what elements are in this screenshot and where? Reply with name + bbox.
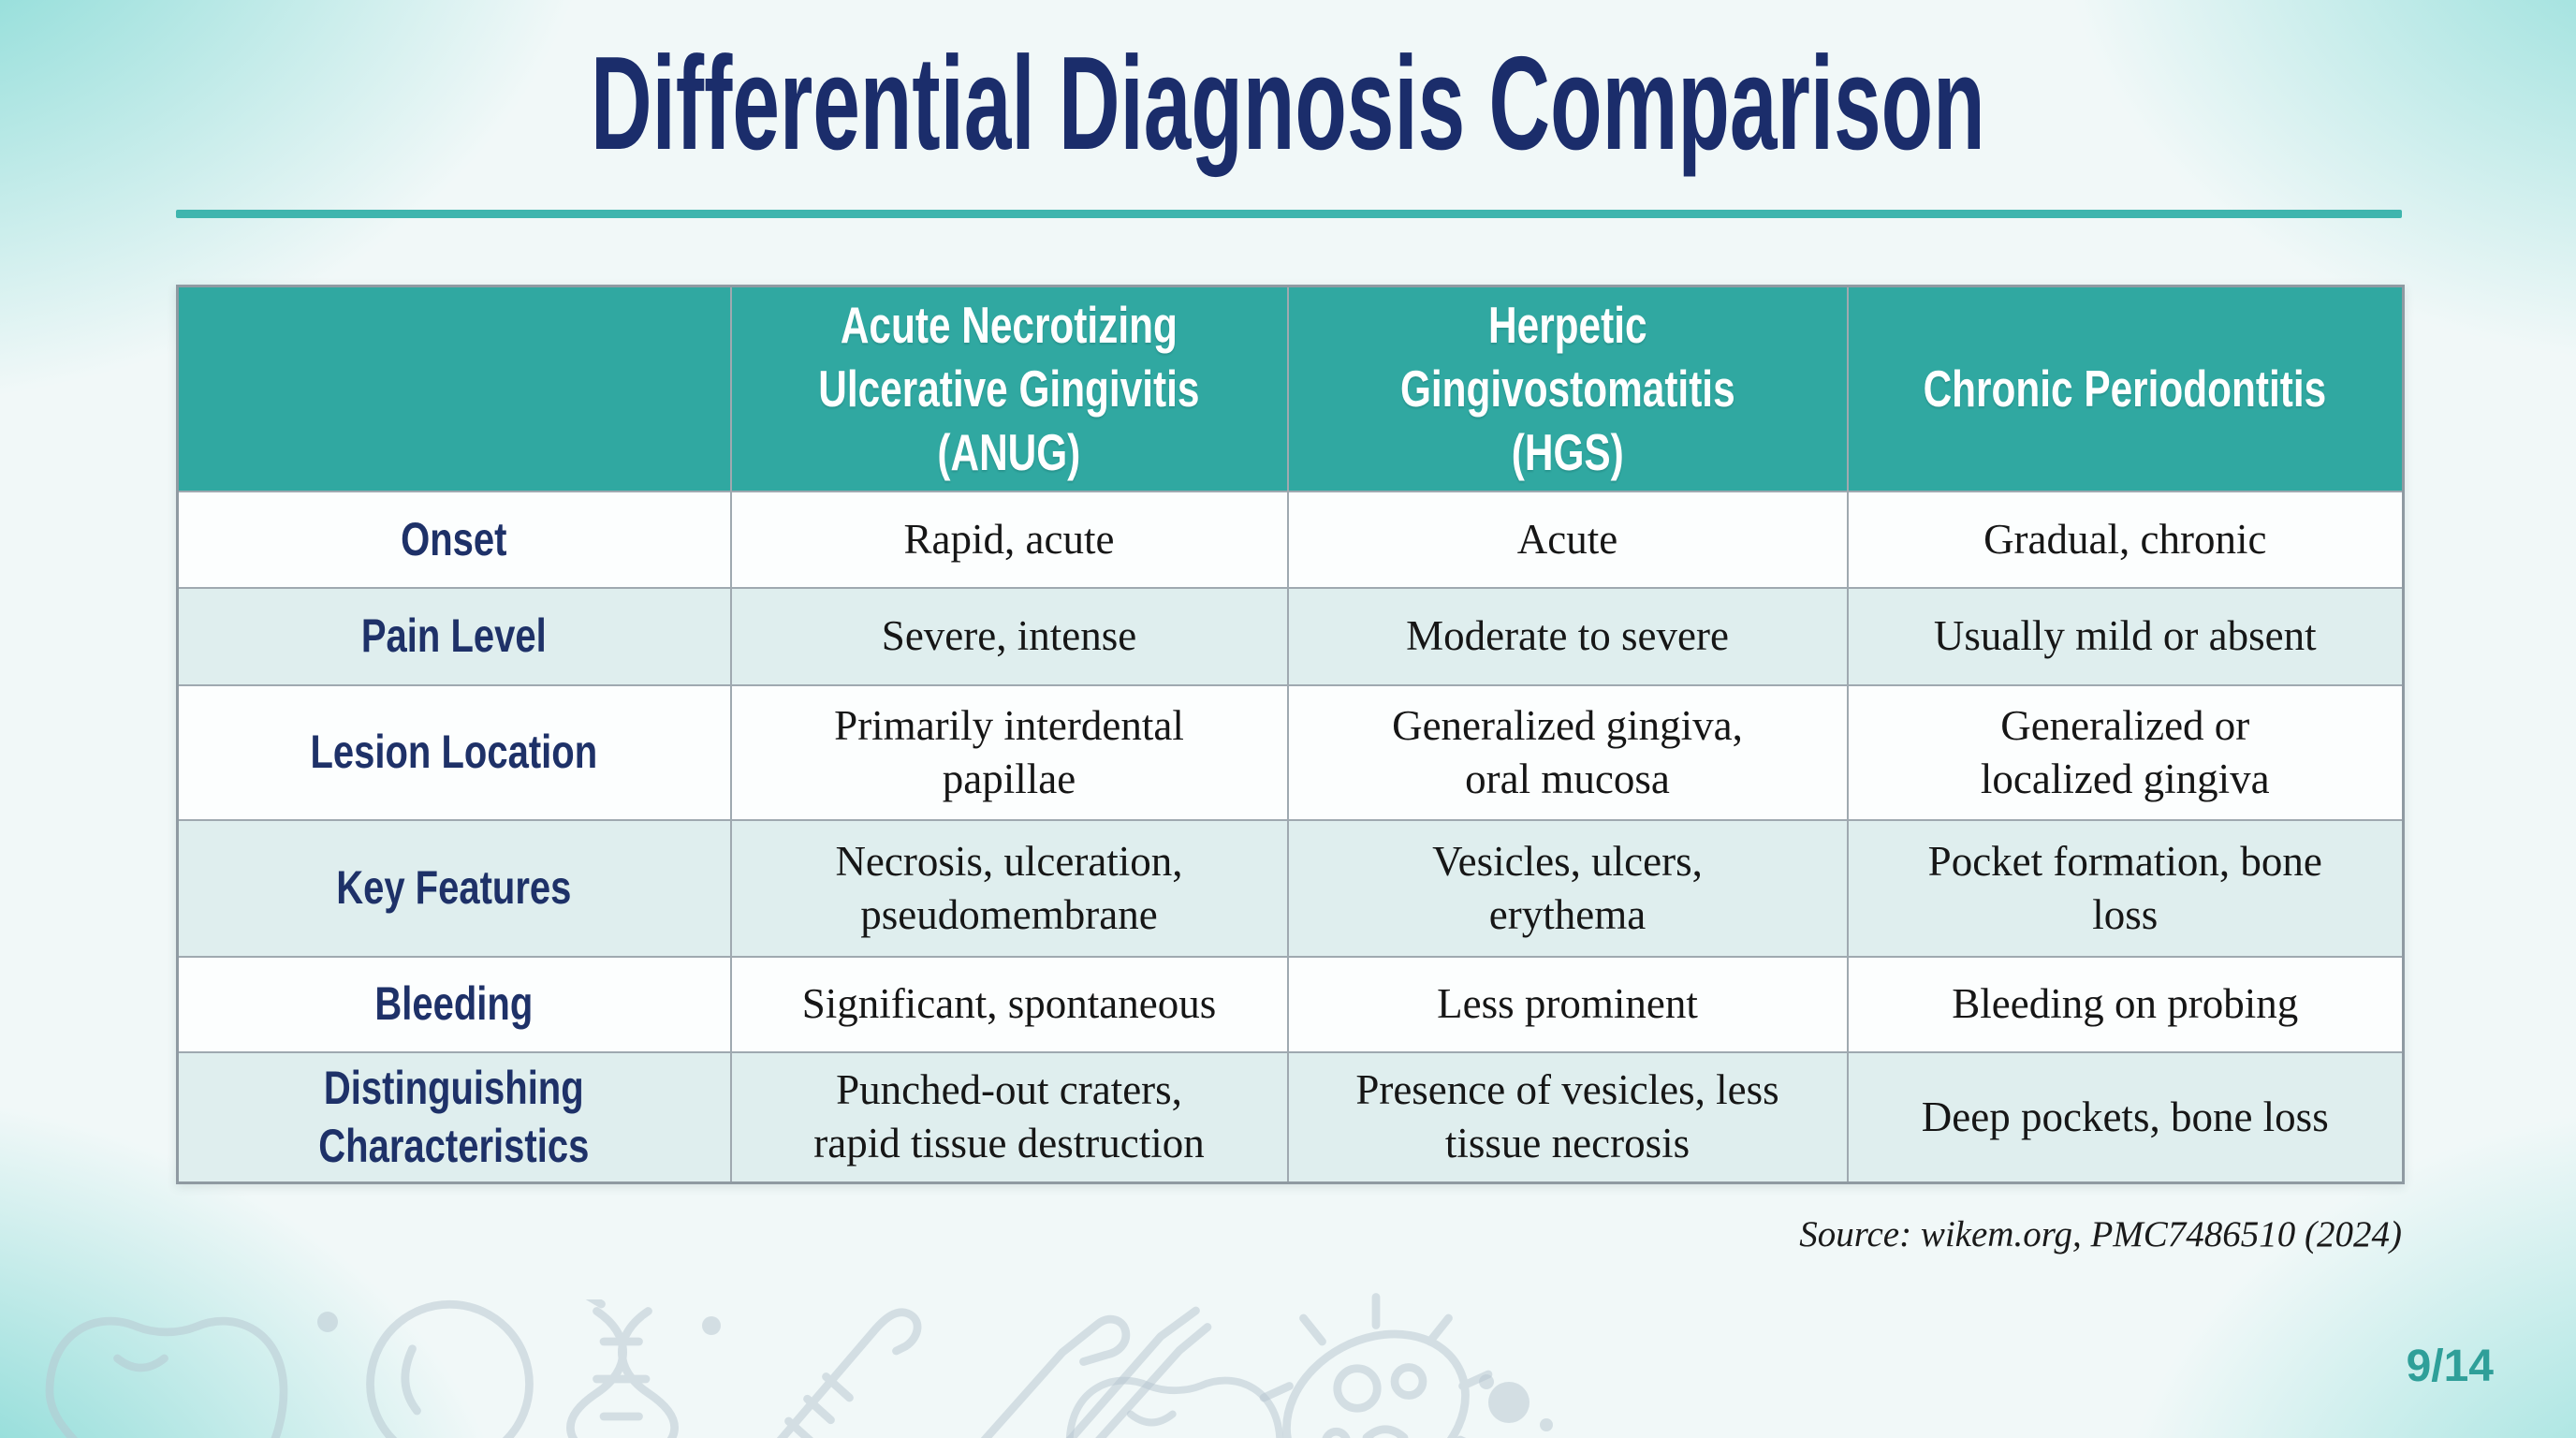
column-header-hgs: Herpetic Gingivostomatitis (HGS): [1286, 285, 1849, 492]
bubble-dots: [1475, 1359, 1578, 1438]
header-corner-cell: [176, 285, 732, 492]
table-row: Onset Rapid, acute Acute Gradual, chroni…: [176, 490, 2405, 589]
tooth-icon: [26, 1298, 307, 1438]
cell: Primarily interdental papillae: [729, 683, 1289, 821]
cell: Necrosis, ulceration, pseudomembrane: [729, 818, 1289, 958]
row-header-distinguishing-characteristics: Distinguishing Characteristics: [176, 1050, 732, 1184]
cell: Punched-out craters, rapid tissue destru…: [729, 1050, 1289, 1184]
dental-scaler-icon: [922, 1284, 1156, 1438]
dna-strand-icon: [562, 1299, 683, 1438]
cell: Severe, intense: [729, 586, 1289, 686]
cell: Gradual, chronic: [1846, 490, 2405, 589]
page-number: 9/14: [2406, 1342, 2494, 1391]
bubble-dots: [309, 1303, 346, 1341]
cell: Generalized gingiva, oral mucosa: [1286, 683, 1849, 821]
row-header-key-features: Key Features: [176, 818, 732, 958]
differential-diagnosis-table: Acute Necrotizing Ulcerative Gingivitis …: [176, 285, 2405, 1184]
cell: Acute: [1286, 490, 1849, 589]
table-row: Distinguishing Characteristics Punched-o…: [176, 1050, 2405, 1184]
table-row: Lesion Location Primarily interdental pa…: [176, 683, 2405, 821]
cell: Moderate to severe: [1286, 586, 1849, 686]
cell: Bleeding on probing: [1846, 955, 2405, 1053]
row-header-pain-level: Pain Level: [176, 586, 732, 686]
cell: Less prominent: [1286, 955, 1849, 1053]
source-citation: Source: wikem.org, PMC7486510 (2024): [1799, 1214, 2402, 1255]
cell: Vesicles, ulcers, erythema: [1286, 818, 1849, 958]
table-header-row: Acute Necrotizing Ulcerative Gingivitis …: [176, 285, 2405, 492]
row-header-onset: Onset: [176, 490, 732, 589]
cell: Rapid, acute: [729, 490, 1289, 589]
cell: Usually mild or absent: [1846, 586, 2405, 686]
magnifying-glass-icon: [344, 1284, 588, 1438]
cell: Presence of vesicles, less tissue necros…: [1286, 1050, 1849, 1184]
cell: Generalized or localized gingiva: [1846, 683, 2405, 821]
bubble-dots: [695, 1309, 728, 1343]
dental-probe-icon: [721, 1281, 964, 1438]
table-row: Pain Level Severe, intense Moderate to s…: [176, 586, 2405, 686]
cell: Significant, spontaneous: [729, 955, 1289, 1053]
row-header-bleeding: Bleeding: [176, 955, 732, 1053]
title-accent-rule: [176, 210, 2402, 218]
page-title: Differential Diagnosis Comparison: [591, 29, 1985, 178]
table-row: Bleeding Significant, spontaneous Less p…: [176, 955, 2405, 1053]
cell: Pocket formation, bone loss: [1846, 818, 2405, 958]
column-header-chronic-periodontitis: Chronic Periodontitis: [1846, 285, 2405, 492]
column-header-anug: Acute Necrotizing Ulcerative Gingivitis …: [729, 285, 1289, 492]
row-header-lesion-location: Lesion Location: [176, 683, 732, 821]
tooth-icon: [1048, 1359, 1301, 1438]
bacteria-icon: [1254, 1290, 1498, 1438]
cell: Deep pockets, bone loss: [1846, 1050, 2405, 1184]
table-row: Key Features Necrosis, ulceration, pseud…: [176, 818, 2405, 958]
